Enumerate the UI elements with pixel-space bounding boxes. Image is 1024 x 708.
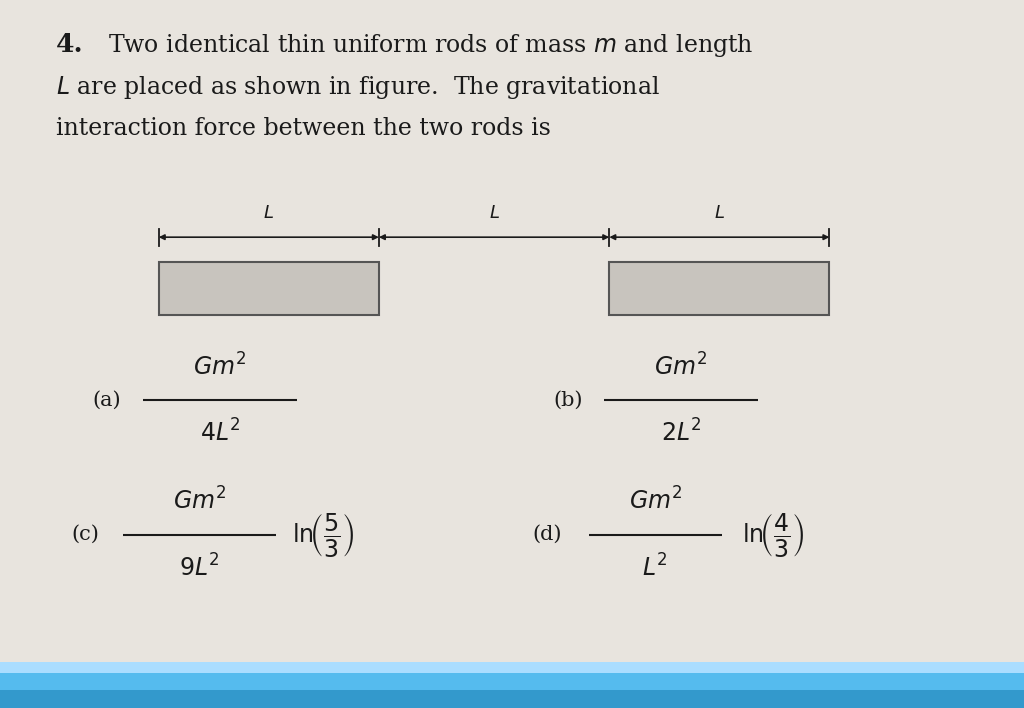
Text: $4L^2$: $4L^2$ bbox=[200, 420, 241, 447]
Text: (d): (d) bbox=[532, 525, 562, 544]
Bar bbox=[0, 662, 1024, 673]
Text: $Gm^2$: $Gm^2$ bbox=[173, 488, 226, 515]
Text: $9L^2$: $9L^2$ bbox=[179, 554, 220, 581]
Text: Two identical thin uniform rods of mass $\it{m}$ and length: Two identical thin uniform rods of mass … bbox=[108, 32, 753, 59]
Text: (b): (b) bbox=[553, 391, 583, 409]
Bar bbox=[159, 262, 379, 315]
Text: $\it{L}$ are placed as shown in figure.  The gravitational: $\it{L}$ are placed as shown in figure. … bbox=[56, 74, 660, 101]
Text: interaction force between the two rods is: interaction force between the two rods i… bbox=[56, 117, 551, 139]
Text: $2L^2$: $2L^2$ bbox=[660, 420, 701, 447]
Text: $\mathrm{ln}\!\left(\dfrac{4}{3}\right)$: $\mathrm{ln}\!\left(\dfrac{4}{3}\right)$ bbox=[742, 510, 805, 559]
Text: $Gm^2$: $Gm^2$ bbox=[194, 353, 247, 380]
Text: (c): (c) bbox=[72, 525, 99, 544]
Text: $Gm^2$: $Gm^2$ bbox=[629, 488, 682, 515]
Text: $Gm^2$: $Gm^2$ bbox=[654, 353, 708, 380]
Bar bbox=[0, 673, 1024, 690]
Text: $L^2$: $L^2$ bbox=[642, 554, 669, 581]
Text: (a): (a) bbox=[92, 391, 121, 409]
Text: 4.: 4. bbox=[56, 32, 84, 57]
Text: $\mathrm{ln}\!\left(\dfrac{5}{3}\right)$: $\mathrm{ln}\!\left(\dfrac{5}{3}\right)$ bbox=[292, 510, 354, 559]
Bar bbox=[0, 690, 1024, 708]
Text: $L$: $L$ bbox=[488, 204, 500, 222]
Bar bbox=[609, 262, 829, 315]
Text: $L$: $L$ bbox=[714, 204, 725, 222]
Text: $L$: $L$ bbox=[263, 204, 274, 222]
